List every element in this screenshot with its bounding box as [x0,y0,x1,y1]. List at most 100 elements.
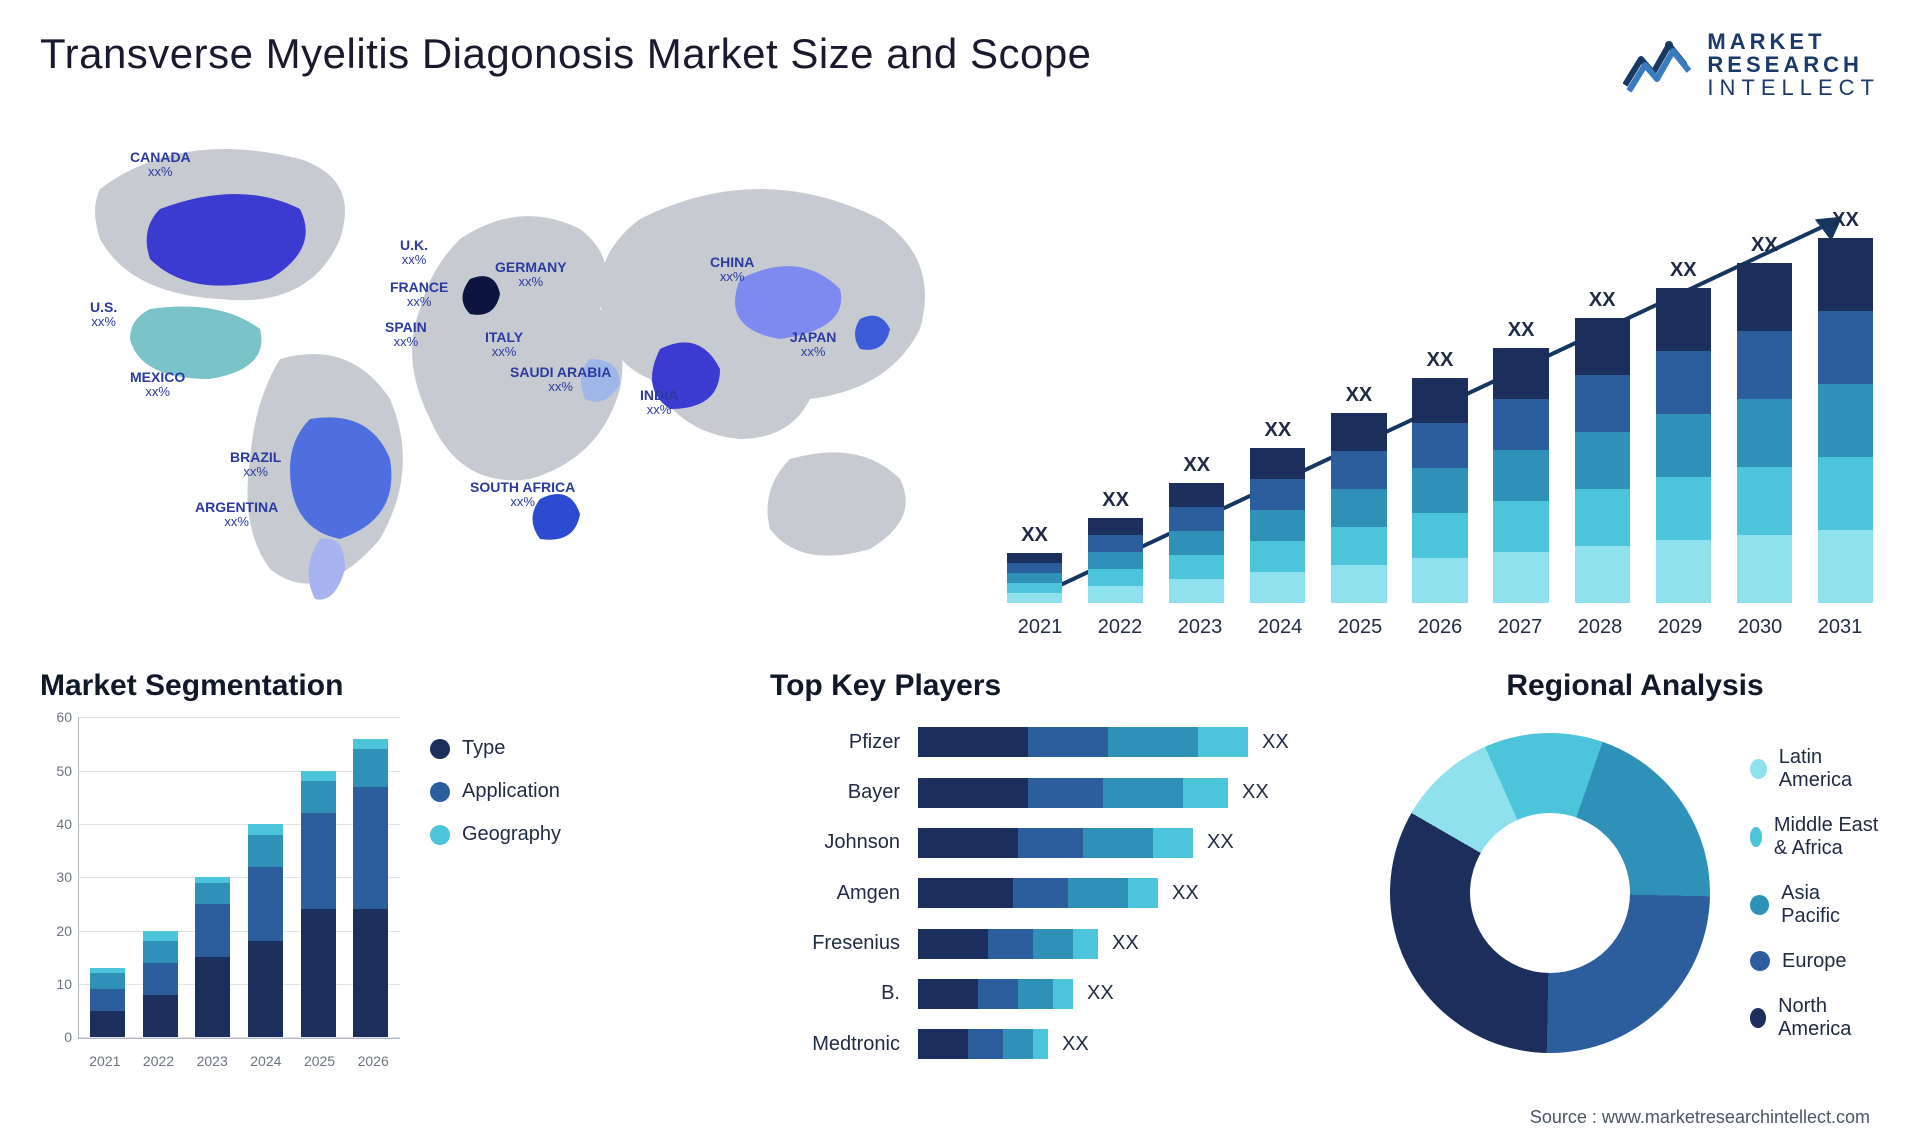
map-label-u-k-: U.K.xx% [400,237,428,268]
growth-bar [1250,448,1305,603]
map-label-china: CHINAxx% [710,254,754,285]
kp-row: XX [918,727,1350,757]
growth-year-label: 2030 [1720,616,1800,639]
seg-bar [143,931,178,1038]
kp-row: XX [918,878,1350,908]
growth-bar [1493,348,1548,603]
kp-row: XX [918,778,1350,808]
growth-bar [1169,483,1224,603]
kp-name: Bayer [848,781,900,804]
seg-x-tick: 2023 [185,1053,239,1069]
key-players-title: Top Key Players [770,669,1350,703]
map-label-canada: CANADAxx% [130,149,191,180]
regional-legend: Latin AmericaMiddle East & AfricaAsia Pa… [1750,746,1880,1041]
kp-value-label: XX [1207,831,1234,854]
world-map: CANADAxx%U.S.xx%MEXICOxx%BRAZILxx%ARGENT… [40,119,960,639]
seg-y-tick: 10 [40,976,72,992]
map-label-germany: GERMANYxx% [495,259,567,290]
growth-value-label: XX [1589,289,1616,312]
growth-value-label: XX [1183,454,1210,477]
growth-bar [1656,288,1711,603]
growth-value-label: XX [1264,419,1291,442]
seg-y-tick: 40 [40,816,72,832]
growth-year-label: 2029 [1640,616,1720,639]
seg-y-tick: 50 [40,763,72,779]
seg-y-tick: 0 [40,1029,72,1045]
seg-y-tick: 20 [40,923,72,939]
growth-bar [1007,553,1062,603]
segmentation-title: Market Segmentation [40,669,730,703]
seg-x-tick: 2021 [78,1053,132,1069]
kp-value-label: XX [1262,731,1289,754]
header: Transverse Myelitis Diagonosis Market Si… [40,30,1880,99]
map-label-south-africa: SOUTH AFRICAxx% [470,479,575,510]
kp-row: XX [918,979,1350,1009]
growth-value-label: XX [1102,489,1129,512]
logo-line3: INTELLECT [1707,76,1880,99]
key-players-bars: XX XX XX XX XX XX XX [918,717,1350,1069]
kp-row: XX [918,1029,1350,1059]
growth-year-label: 2031 [1800,616,1880,639]
map-label-india: INDIAxx% [640,387,678,418]
growth-year-label: 2026 [1400,616,1480,639]
page-title: Transverse Myelitis Diagonosis Market Si… [40,30,1092,78]
map-label-saudi-arabia: SAUDI ARABIAxx% [510,364,611,395]
map-label-spain: SPAINxx% [385,319,427,350]
growth-bar [1818,238,1873,603]
segmentation-chart: 0102030405060 202120222023202420252026 [40,717,400,1069]
regional-panel: Regional Analysis Latin AmericaMiddle Ea… [1390,669,1880,1069]
growth-bar [1331,413,1386,603]
kp-value-label: XX [1112,932,1139,955]
logo-line1: MARKET [1707,30,1880,53]
seg-y-tick: 30 [40,869,72,885]
seg-bar [90,968,125,1037]
growth-chart: XX XX XX XX XX XX XX XX XX XX XX 2021202220232024 2… [1000,119,1880,639]
growth-value-label: XX [1832,209,1859,232]
seg-x-tick: 2024 [239,1053,293,1069]
growth-value-label: XX [1508,319,1535,342]
growth-year-label: 2021 [1000,616,1080,639]
seg-legend-item: Application [430,780,730,803]
growth-year-label: 2027 [1480,616,1560,639]
growth-value-label: XX [1427,349,1454,372]
kp-name: Fresenius [812,932,900,955]
seg-x-tick: 2025 [293,1053,347,1069]
source-attribution: Source : www.marketresearchintellect.com [1530,1107,1870,1128]
segmentation-panel: Market Segmentation 0102030405060 202120… [40,669,730,1069]
kp-value-label: XX [1242,781,1269,804]
seg-x-tick: 2022 [132,1053,186,1069]
growth-value-label: XX [1346,384,1373,407]
map-label-brazil: BRAZILxx% [230,449,281,480]
growth-value-label: XX [1751,234,1778,257]
kp-value-label: XX [1087,982,1114,1005]
regional-legend-item: North America [1750,995,1880,1041]
seg-bar [301,771,336,1038]
kp-name: B. [881,982,900,1005]
seg-legend-item: Geography [430,823,730,846]
map-label-japan: JAPANxx% [790,329,836,360]
seg-bar [248,824,283,1037]
logo: MARKET RESEARCH INTELLECT [1623,30,1880,99]
growth-bar [1737,263,1792,603]
segmentation-legend: TypeApplicationGeography [430,717,730,1069]
key-players-panel: Top Key Players PfizerBayerJohnsonAmgenF… [770,669,1350,1069]
seg-y-tick: 60 [40,709,72,725]
kp-value-label: XX [1062,1033,1089,1056]
growth-year-label: 2024 [1240,616,1320,639]
map-label-mexico: MEXICOxx% [130,369,185,400]
kp-row: XX [918,929,1350,959]
growth-bar [1412,378,1467,603]
growth-value-label: XX [1670,259,1697,282]
regional-title: Regional Analysis [1390,669,1880,703]
regional-legend-item: Asia Pacific [1750,882,1880,928]
growth-year-label: 2023 [1160,616,1240,639]
logo-line2: RESEARCH [1707,53,1880,76]
regional-legend-item: Middle East & Africa [1750,814,1880,860]
regional-legend-item: Europe [1750,950,1880,973]
kp-name: Johnson [824,831,900,854]
growth-year-label: 2022 [1080,616,1160,639]
logo-icon [1623,35,1693,95]
donut-ring [1390,733,1710,1053]
growth-value-label: XX [1021,524,1048,547]
kp-name: Medtronic [812,1033,900,1056]
